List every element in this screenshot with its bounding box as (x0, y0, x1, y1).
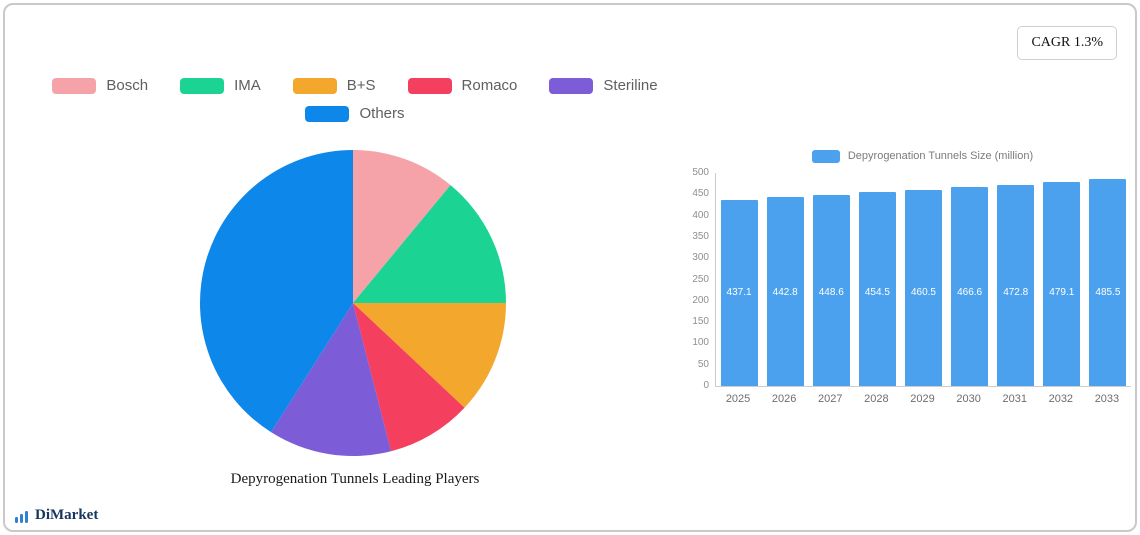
bar-2025: 437.1 (720, 199, 758, 386)
cagr-badge: CAGR 1.3% (1017, 26, 1117, 60)
bar-slot: 460.5 (900, 173, 946, 386)
bar-value-label: 460.5 (910, 287, 936, 298)
bar-value-label: 485.5 (1095, 287, 1121, 298)
bar-legend-swatch (811, 149, 840, 163)
bar-2032: 479.1 (1043, 181, 1081, 386)
y-axis-tick-label: 150 (692, 316, 709, 328)
legend-swatch-b-s (292, 77, 337, 94)
bar-2027: 448.6 (812, 194, 850, 386)
x-axis-label-2033: 2033 (1094, 393, 1120, 405)
pie-slice-b-s (353, 303, 506, 408)
legend-label: Steriline (603, 77, 658, 94)
legend-row: Others (305, 105, 405, 122)
x-axis-label-2027: 2027 (818, 393, 843, 405)
bar-value-label: 454.5 (864, 287, 890, 298)
bar-series-legend[interactable]: Depyrogenation Tunnels Size (million) (715, 147, 1130, 165)
y-axis-tick-label: 400 (692, 209, 709, 221)
legend-item-steriline[interactable]: Steriline (549, 77, 658, 94)
legend-swatch-others (305, 105, 350, 122)
y-axis-tick-label: 450 (692, 188, 709, 200)
bar-value-label: 442.8 (772, 287, 798, 298)
y-axis-tick-label: 100 (692, 337, 709, 349)
x-axis-label-2030: 2030 (956, 393, 981, 405)
legend-swatch-steriline (549, 77, 594, 94)
bar-slot: 485.5 (1085, 173, 1131, 386)
legend-label: B+S (346, 77, 376, 94)
legend-item-ima[interactable]: IMA (180, 77, 261, 94)
bar-slot: 442.8 (762, 173, 808, 386)
bar-2030: 466.6 (951, 187, 989, 386)
logo: DiMarket (14, 507, 98, 524)
bar-2026: 442.8 (766, 197, 804, 386)
pie-title: Depyrogenation Tunnels Leading Players (230, 471, 480, 487)
legend-label: Romaco (461, 77, 518, 94)
pie-slice-romaco (353, 303, 465, 452)
bar-2029: 460.5 (904, 189, 942, 386)
y-axis-tick-label: 500 (692, 167, 709, 178)
bar-slot: 472.8 (993, 173, 1039, 386)
legend-swatch-romaco (407, 77, 452, 94)
logo-icon (15, 510, 28, 523)
y-axis-tick-label: 250 (692, 273, 709, 285)
pie-legend: Bosch IMA B+S Romaco Steriline Others (5, 77, 705, 122)
bar-legend-label: Depyrogenation Tunnels Size (million) (847, 150, 1034, 162)
x-axis-label-2029: 2029 (910, 393, 935, 405)
y-axis-tick-label: 350 (692, 230, 709, 242)
y-axis-tick-label: 300 (692, 252, 709, 264)
x-axis-label-2028: 2028 (864, 393, 889, 405)
legend-item-romaco[interactable]: Romaco (407, 77, 518, 94)
pie-slice-ima (353, 185, 506, 303)
legend-item-others[interactable]: Others (305, 105, 405, 122)
legend-item-b-s[interactable]: B+S (292, 77, 376, 94)
bar-slot: 448.6 (808, 173, 854, 386)
y-axis-tick-label: 0 (703, 380, 709, 391)
legend-label: Others (359, 105, 405, 122)
legend-item-bosch[interactable]: Bosch (52, 77, 148, 94)
chart-card: CAGR 1.3% Bosch IMA B+S Romaco Steriline Othe… (3, 3, 1137, 532)
bar-slot: 437.1 (716, 173, 762, 386)
pie-slice-bosch (353, 150, 451, 303)
bar-2033: 485.5 (1089, 179, 1127, 386)
bar-value-label: 466.6 (957, 287, 983, 298)
x-axis-label-2031: 2031 (1002, 393, 1027, 405)
bar-value-label: 437.1 (726, 287, 752, 298)
x-axis-labels: 2025 2026 2027 2028 2029 2030 2031 2032 2033 (715, 393, 1130, 405)
bar-2028: 454.5 (858, 192, 896, 386)
bar-chart: Depyrogenation Tunnels Size (million) 43… (660, 147, 1140, 405)
pie-chart (200, 150, 506, 456)
bar-value-label: 479.1 (1049, 287, 1075, 298)
logo-text: DiMarket (35, 507, 99, 523)
y-axis-tick-label: 200 (692, 294, 709, 306)
bar-value-label: 472.8 (1003, 287, 1029, 298)
x-axis-label-2032: 2032 (1048, 393, 1074, 405)
legend-label: IMA (234, 77, 261, 94)
legend-label: Bosch (106, 77, 149, 94)
y-axis-tick-label: 50 (697, 358, 709, 370)
bars-container: 437.1 442.8 448.6 454.5 460.5 466.6 472.8 479.1… (716, 173, 1131, 386)
pie-slice-others (200, 150, 353, 433)
bar-slot: 466.6 (947, 173, 993, 386)
bar-slot: 454.5 (854, 173, 900, 386)
x-axis-label-2026: 2026 (771, 393, 797, 405)
x-axis-label-2025: 2025 (725, 393, 751, 405)
bar-plot-area: 437.1 442.8 448.6 454.5 460.5 466.6 472.8 479.1… (692, 167, 1131, 391)
bar-2031: 472.8 (997, 184, 1035, 386)
legend-swatch-bosch (52, 77, 97, 94)
legend-row: Bosch IMA B+S Romaco Steriline (52, 77, 658, 94)
bar-slot: 479.1 (1039, 173, 1085, 386)
bar-value-label: 448.6 (818, 287, 844, 298)
pie-slice-steriline (271, 303, 392, 456)
legend-swatch-ima (180, 77, 225, 94)
